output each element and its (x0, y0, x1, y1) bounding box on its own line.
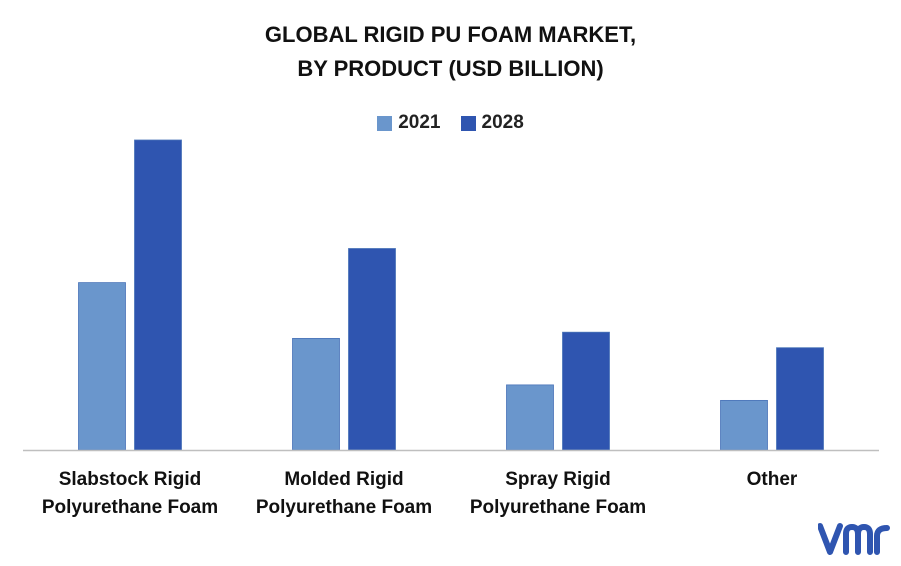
category-label-spray-line-2: Polyurethane Foam (469, 497, 647, 518)
legend-label-2021: 2021 (398, 112, 441, 133)
legend: 2021 2028 (0, 112, 901, 134)
chart-title-line-2: BY PRODUCT (USD BILLION) (297, 56, 604, 81)
bar-2028-category-3 (776, 347, 824, 451)
category-label-molded: Molded Rigid Polyurethane Foam (237, 466, 451, 522)
legend-swatch-2028 (460, 115, 476, 131)
category-label-other-line-1: Other (746, 469, 798, 490)
bar-2028-category-0 (134, 139, 182, 451)
chart-title: GLOBAL RIGID PU FOAM MARKET, BY PRODUCT … (0, 18, 901, 86)
bar-2021-category-2 (506, 384, 554, 451)
bar-2028-category-1 (348, 248, 396, 451)
legend-item-2028: 2028 (460, 112, 524, 134)
bar-2021-category-1 (292, 337, 340, 451)
legend-swatch-2021 (377, 115, 393, 131)
category-label-spray: Spray Rigid Polyurethane Foam (451, 466, 665, 522)
legend-item-2021: 2021 (377, 112, 441, 134)
category-label-slabstock-line-1: Slabstock Rigid (58, 469, 202, 490)
legend-label-2028: 2028 (481, 112, 524, 133)
category-label-slabstock-line-2: Polyurethane Foam (41, 497, 219, 518)
category-label-slabstock: Slabstock Rigid Polyurethane Foam (23, 466, 237, 522)
bar-2021-category-3 (720, 399, 768, 451)
vmr-logo-icon (818, 523, 890, 555)
bar-2021-category-0 (78, 282, 126, 451)
category-label-other: Other (665, 466, 879, 494)
category-label-molded-line-1: Molded Rigid (284, 469, 404, 490)
bar-2028-category-2 (562, 331, 610, 451)
category-label-spray-line-1: Spray Rigid (505, 469, 611, 490)
category-label-molded-line-2: Polyurethane Foam (255, 497, 433, 518)
chart-title-line-1: GLOBAL RIGID PU FOAM MARKET, (264, 22, 637, 47)
